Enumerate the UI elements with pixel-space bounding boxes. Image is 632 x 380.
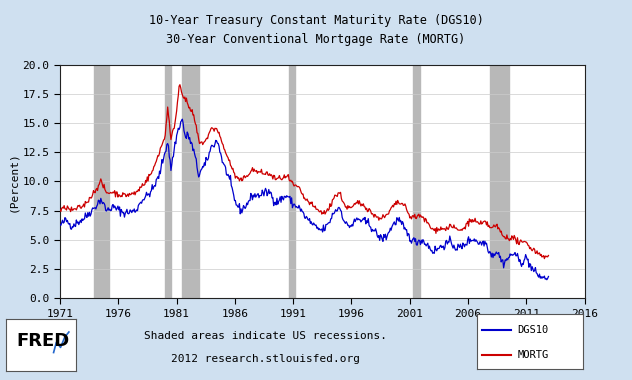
Text: Shaded areas indicate US recessions.: Shaded areas indicate US recessions. [144,331,387,341]
Bar [94,65,109,298]
Text: 2012 research.stlouisfed.org: 2012 research.stlouisfed.org [171,354,360,364]
Text: FRED: FRED [17,332,70,350]
Text: 30-Year Conventional Mortgage Rate (MORTG): 30-Year Conventional Mortgage Rate (MORT… [166,33,466,46]
Bar [490,65,509,298]
Bar [289,65,295,298]
Bar [413,65,420,298]
Bar [165,65,171,298]
Text: DGS10: DGS10 [518,325,549,335]
Text: 10-Year Treasury Constant Maturity Rate (DGS10): 10-Year Treasury Constant Maturity Rate … [149,14,483,27]
Y-axis label: (Percent): (Percent) [8,151,18,212]
Bar [183,65,199,298]
Text: MORTG: MORTG [518,350,549,360]
